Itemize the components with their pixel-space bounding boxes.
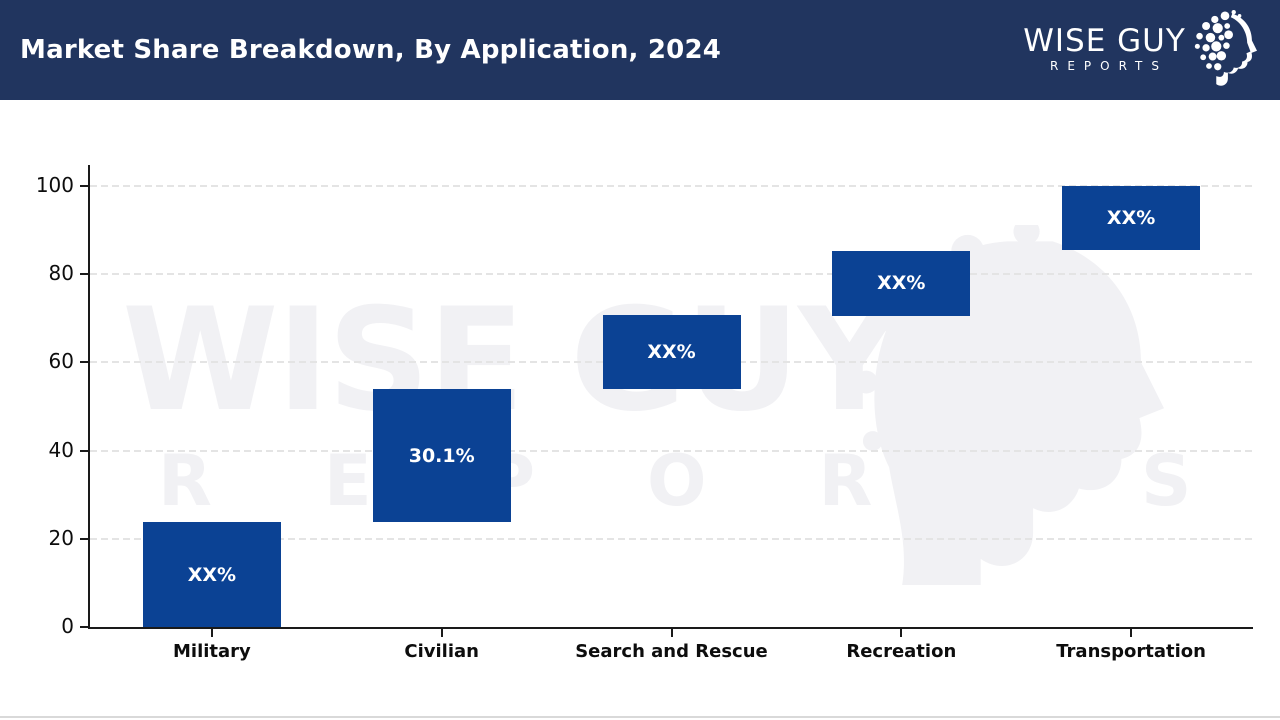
y-tick-mark: [80, 361, 88, 364]
x-category-label: Military: [172, 641, 251, 662]
y-tick-label: 40: [48, 437, 74, 462]
y-gridline: [90, 185, 1253, 187]
y-tick-label: 100: [35, 173, 74, 197]
bar-value-label: 30.1%: [408, 444, 475, 467]
y-tick-mark: [80, 185, 88, 187]
bar-segment: XX%: [832, 250, 971, 317]
logo-wordmark: WISE GUY: [1023, 23, 1186, 59]
y-axis-line: [88, 165, 90, 629]
y-tick-label: 20: [48, 525, 74, 550]
x-tick-mark: [210, 629, 213, 637]
watermark-wordmark: WISE GUY: [122, 278, 901, 443]
x-tick-mark: [1130, 629, 1133, 637]
bar-value-label: XX%: [877, 272, 926, 295]
x-tick-mark: [900, 629, 903, 637]
x-category-label: Recreation: [846, 641, 957, 662]
bar-segment: 30.1%: [372, 389, 511, 523]
logo-text: WISE GUY REPORTS: [1012, 23, 1197, 74]
x-category-label: Civilian: [404, 641, 479, 662]
y-gridline: [90, 273, 1253, 276]
wiseguy-head-icon: [1194, 10, 1257, 86]
chart-title: Market Share Breakdown, By Application, …: [20, 35, 722, 65]
y-gridline: [90, 537, 1253, 540]
y-tick-mark: [80, 273, 88, 276]
bar-value-label: XX%: [187, 563, 237, 586]
y-tick-label: 80: [48, 261, 74, 286]
x-axis-line: [88, 627, 1253, 629]
y-tick-mark: [80, 537, 88, 540]
x-tick-mark: [440, 629, 443, 637]
x-category-label: Search and Rescue: [575, 641, 768, 662]
y-tick-mark: [80, 626, 88, 628]
bar-value-label: XX%: [647, 341, 696, 364]
bar-value-label: XX%: [1106, 207, 1156, 230]
bar-segment: XX%: [142, 522, 281, 627]
y-tick-mark: [80, 449, 88, 452]
x-category-label: Transportation: [1056, 641, 1206, 662]
header-bar: Market Share Breakdown, By Application, …: [0, 0, 1280, 100]
footer-divider: [0, 716, 1280, 718]
waterfall-chart: 0 20 40 60 80 100 XX% Military 30.1% Civilian XX% S…: [0, 100, 1280, 716]
x-tick-mark: [670, 629, 673, 637]
y-tick-label: 0: [61, 614, 74, 638]
y-tick-label: 60: [48, 349, 74, 374]
bar-segment: XX%: [1062, 186, 1201, 251]
y-gridline: [90, 449, 1253, 452]
wiseguy-reports-logo: WISE GUY REPORTS: [1012, 8, 1262, 92]
logo-subtitle: REPORTS: [1049, 59, 1168, 73]
bar-segment: XX%: [602, 315, 741, 390]
